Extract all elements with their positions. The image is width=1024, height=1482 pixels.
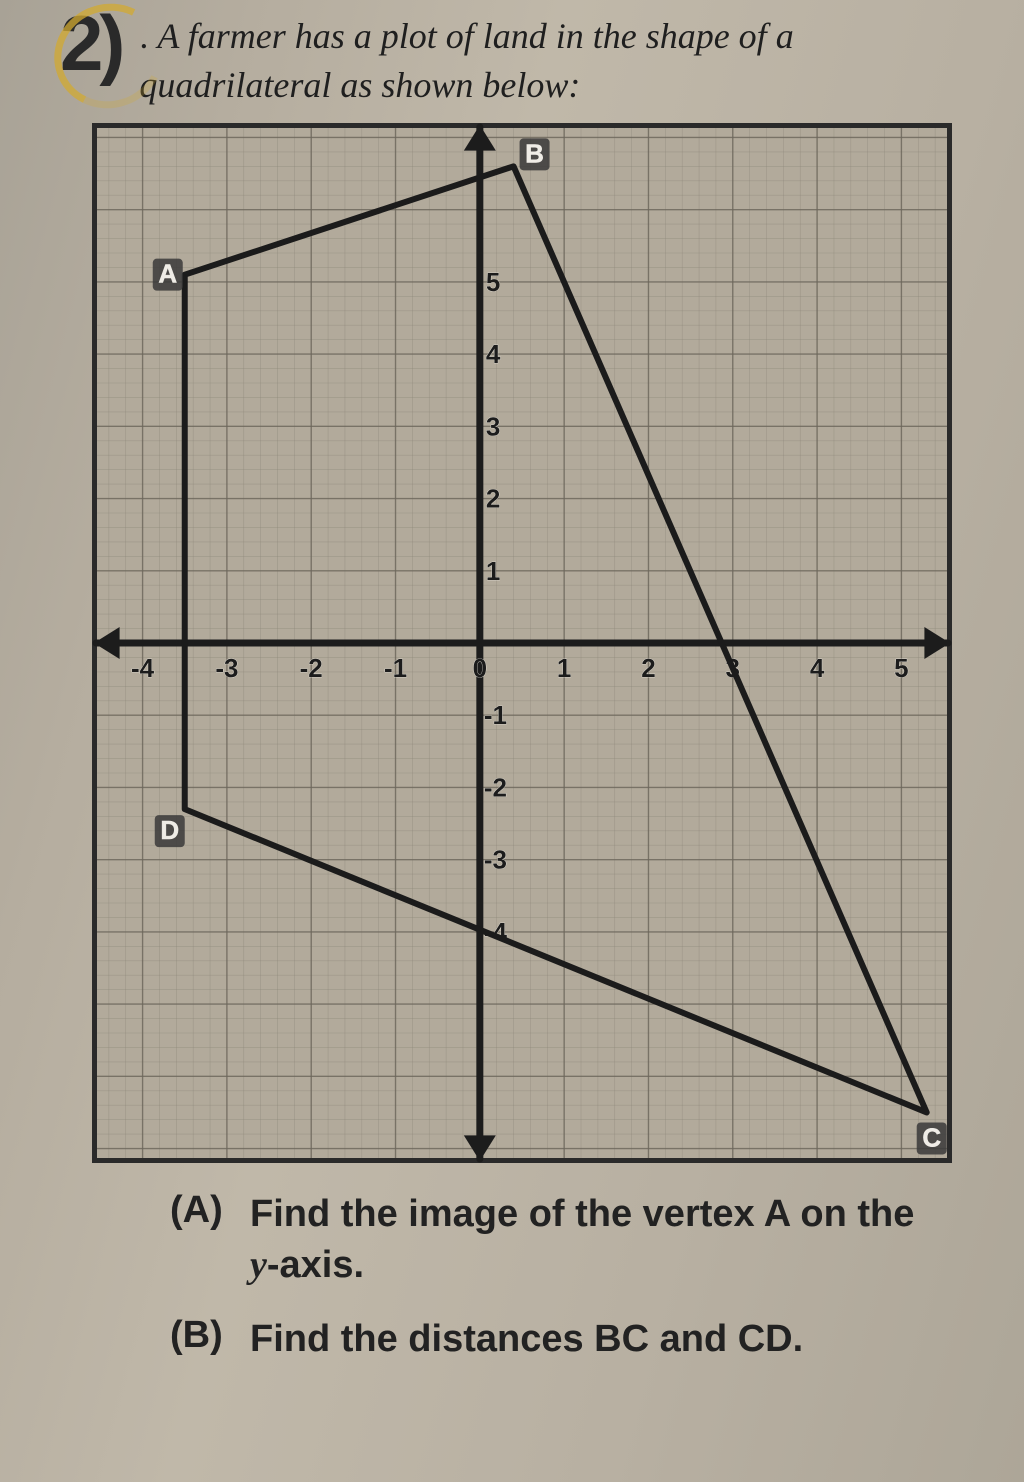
svg-text:A: A	[158, 259, 177, 289]
answer-row: (B) Find the distances BC and CD.	[170, 1314, 954, 1365]
svg-text:1: 1	[557, 653, 571, 683]
svg-text:-2: -2	[484, 773, 507, 803]
svg-text:2: 2	[486, 484, 500, 514]
svg-text:D: D	[160, 815, 179, 845]
svg-text:5: 5	[894, 653, 908, 683]
svg-text:5: 5	[486, 267, 500, 297]
svg-text:-1: -1	[484, 700, 507, 730]
question-header: 2) . A farmer has a plot of land in the …	[60, 8, 984, 109]
svg-text:-1: -1	[384, 653, 407, 683]
svg-text:2: 2	[641, 653, 655, 683]
question-number: 2)	[60, 8, 121, 78]
answer-row: (A) Find the image of the vertex A on the…	[170, 1189, 954, 1292]
answer-text: Find the image of the vertex A on the y-…	[250, 1189, 954, 1292]
svg-text:3: 3	[486, 412, 500, 442]
answers-block: (A) Find the image of the vertex A on the…	[60, 1189, 984, 1365]
svg-text:4: 4	[810, 653, 825, 683]
graph-container: -4-3-2-101234512345-1-2-3-4ABCD	[92, 123, 952, 1163]
answer-label: (A)	[170, 1189, 234, 1232]
page: 2) . A farmer has a plot of land in the …	[0, 0, 1024, 1482]
svg-text:-3: -3	[215, 653, 238, 683]
svg-text:-3: -3	[484, 845, 507, 875]
question-text: . A farmer has a plot of land in the sha…	[139, 8, 959, 109]
svg-text:C: C	[922, 1123, 941, 1153]
svg-text:1: 1	[486, 556, 500, 586]
coordinate-graph: -4-3-2-101234512345-1-2-3-4ABCD	[92, 123, 952, 1163]
svg-text:B: B	[525, 139, 544, 169]
answer-text: Find the distances BC and CD.	[250, 1314, 803, 1365]
svg-text:0: 0	[473, 653, 487, 683]
svg-text:-2: -2	[300, 653, 323, 683]
svg-text:4: 4	[486, 339, 501, 369]
answer-label: (B)	[170, 1314, 234, 1357]
svg-text:-4: -4	[131, 653, 155, 683]
